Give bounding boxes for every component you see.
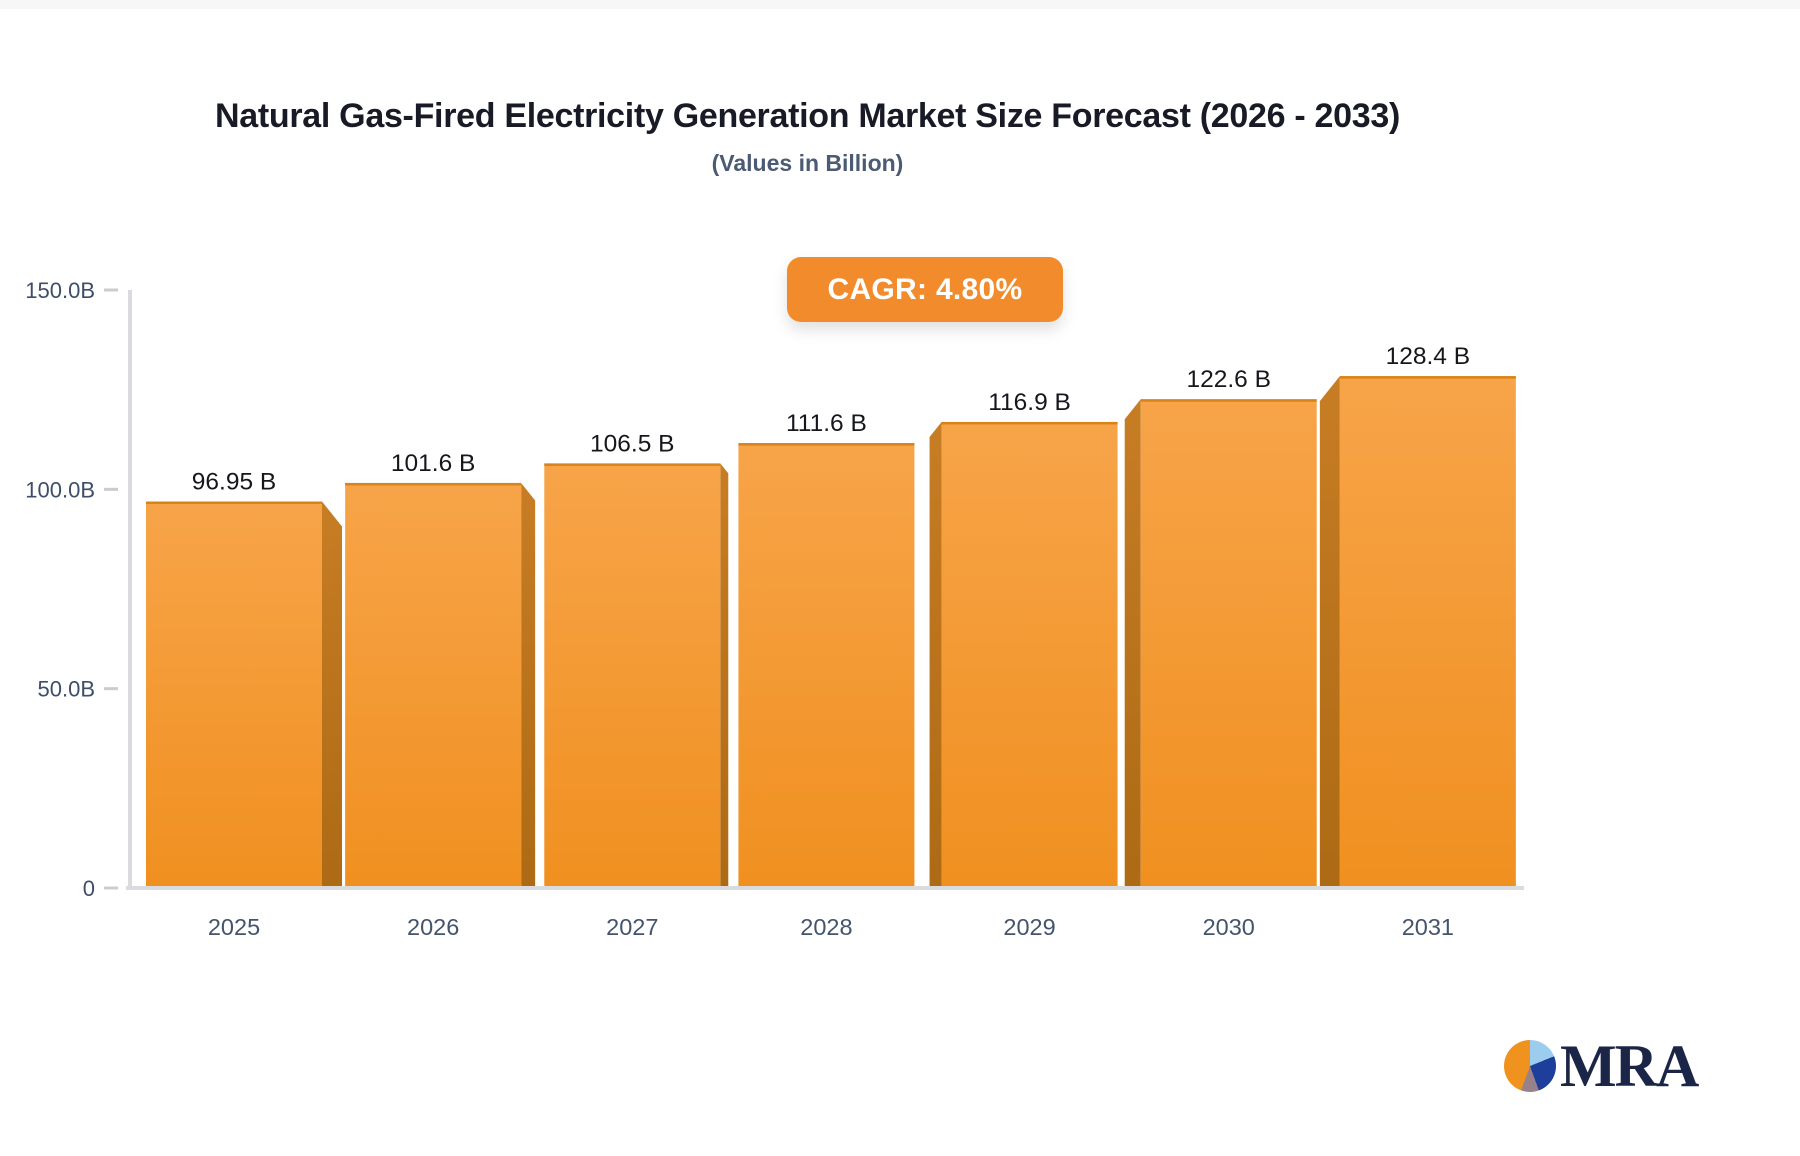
bar-value-label-2026: 101.6 B xyxy=(391,450,475,477)
chart-title: Natural Gas-Fired Electricity Generation… xyxy=(215,97,1400,135)
bar-side-2030 xyxy=(1124,399,1141,886)
bar-side-2026 xyxy=(521,482,536,886)
bar-2027[interactable] xyxy=(544,463,721,886)
y-axis-tick xyxy=(104,687,118,691)
y-axis-line xyxy=(128,290,132,890)
bar-2028[interactable] xyxy=(738,443,915,886)
y-axis-tick xyxy=(104,288,118,292)
bar-top-edge-2030 xyxy=(1140,399,1317,402)
bar-2031[interactable] xyxy=(1339,376,1516,886)
mra-logo-text: MRA xyxy=(1560,1033,1699,1099)
y-axis-tick-label: 100.0B xyxy=(25,477,95,502)
bar-top-edge-2025 xyxy=(146,501,322,504)
y-axis-tick xyxy=(104,886,118,890)
cagr-badge-label: CAGR: 4.80% xyxy=(827,272,1023,306)
bar-2030[interactable] xyxy=(1140,399,1317,886)
bar-value-label-2031: 128.4 B xyxy=(1386,343,1470,370)
bar-2025[interactable] xyxy=(146,501,322,886)
chart-header: Natural Gas-Fired Electricity Generation… xyxy=(0,0,1615,177)
bar-2029[interactable] xyxy=(941,421,1118,886)
x-axis-label-2027: 2027 xyxy=(606,914,658,940)
y-axis-tick xyxy=(104,487,118,491)
bar-top-edge-2026 xyxy=(345,482,522,486)
bar-side-2029 xyxy=(929,421,942,886)
cagr-badge: CAGR: 4.80% xyxy=(787,257,1063,322)
x-axis-label-2025: 2025 xyxy=(208,914,260,940)
x-axis-label-2030: 2030 xyxy=(1203,914,1255,940)
bar-value-label-2029: 116.9 B xyxy=(988,389,1071,416)
x-axis-label-2029: 2029 xyxy=(1003,914,1055,940)
bar-side-2027 xyxy=(720,463,729,886)
pie-chart-icon xyxy=(1504,1040,1556,1092)
chart-subtitle: (Values in Billion) xyxy=(711,150,904,176)
bar-top-edge-2029 xyxy=(941,421,1118,425)
bar-side-2025 xyxy=(322,501,342,886)
bar-side-2031 xyxy=(1319,376,1340,886)
x-axis-line xyxy=(126,886,1524,890)
x-axis-label-2031: 2031 xyxy=(1402,914,1454,940)
y-axis-tick-label: 150.0B xyxy=(25,278,95,303)
mra-logo: MRA xyxy=(1504,1033,1699,1099)
bar-value-label-2030: 122.6 B xyxy=(1186,366,1270,393)
bar-value-label-2027: 106.5 B xyxy=(590,430,674,457)
bar-value-label-2028: 111.6 B xyxy=(786,410,867,437)
x-axis-label-2026: 2026 xyxy=(407,914,459,940)
y-axis-tick-label: 0 xyxy=(83,876,95,901)
bar-top-edge-2028 xyxy=(738,443,915,446)
bar-value-label-2025: 96.95 B xyxy=(192,468,276,495)
bar-2026[interactable] xyxy=(345,482,522,886)
y-axis-tick-label: 50.0B xyxy=(38,677,96,702)
bar-top-edge-2027 xyxy=(544,463,721,466)
x-axis-label-2028: 2028 xyxy=(800,914,852,940)
top-border-strip xyxy=(0,0,1800,9)
bar-top-edge-2031 xyxy=(1339,376,1516,379)
